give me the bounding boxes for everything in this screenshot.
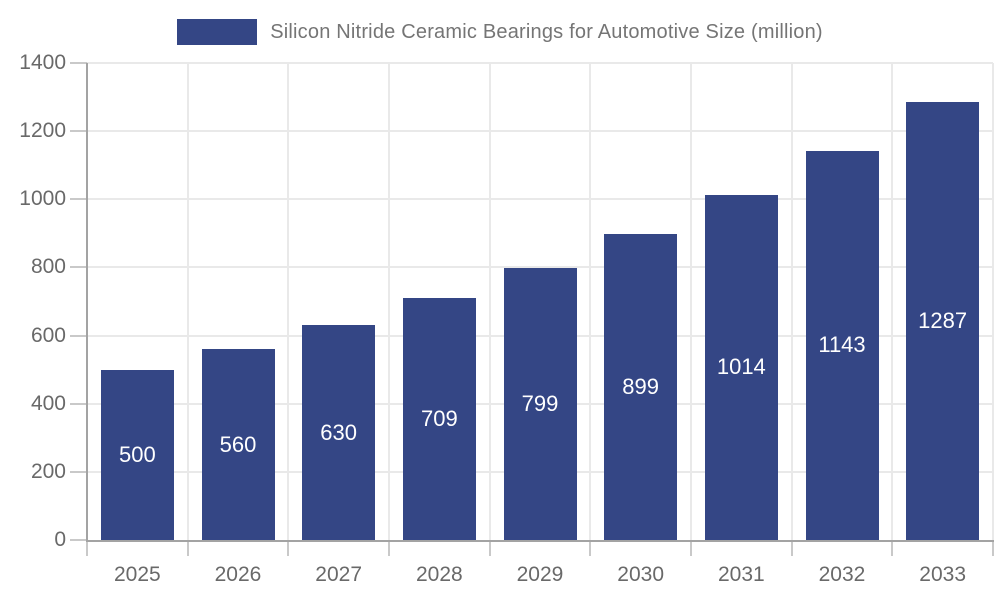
bar-2032[interactable] bbox=[805, 150, 879, 540]
bar-2025[interactable] bbox=[100, 369, 174, 540]
gridline-vertical bbox=[488, 63, 491, 540]
x-axis-tick bbox=[388, 540, 390, 556]
y-axis-tick bbox=[70, 198, 87, 201]
bar-value-label: 899 bbox=[622, 373, 660, 399]
x-axis-tick-label: 2029 bbox=[516, 563, 564, 586]
y-axis-tick-label: 800 bbox=[30, 255, 66, 279]
x-axis-tick-label: 2031 bbox=[717, 563, 765, 586]
bar-2026[interactable] bbox=[201, 349, 275, 540]
gridline-horizontal bbox=[87, 62, 993, 64]
gridline-vertical bbox=[388, 63, 390, 540]
bar-value-label: 709 bbox=[420, 406, 458, 432]
y-axis-tick bbox=[70, 470, 87, 473]
bar-value-label: 630 bbox=[320, 419, 358, 445]
gridline-vertical bbox=[891, 63, 894, 540]
y-axis-line bbox=[86, 63, 88, 540]
x-axis-tick bbox=[287, 540, 290, 556]
bar-value-label: 1287 bbox=[918, 307, 968, 333]
x-axis-tick bbox=[488, 540, 491, 556]
x-axis-tick-label: 2030 bbox=[617, 563, 665, 586]
x-axis-tick-label: 2028 bbox=[415, 563, 463, 586]
bar-2030[interactable] bbox=[604, 233, 678, 540]
x-axis-tick bbox=[86, 540, 88, 556]
x-axis-tick bbox=[790, 540, 793, 556]
x-axis-tick bbox=[992, 540, 994, 556]
legend-swatch-icon bbox=[177, 19, 258, 45]
bar-2027[interactable] bbox=[302, 325, 376, 540]
bar-2029[interactable] bbox=[503, 267, 577, 540]
x-axis-line bbox=[86, 540, 994, 542]
y-axis-tick bbox=[70, 130, 87, 133]
y-axis-tick-label: 1000 bbox=[19, 187, 66, 211]
gridline-vertical bbox=[287, 63, 290, 540]
gridline-vertical bbox=[690, 63, 692, 540]
x-axis-tick-label: 2025 bbox=[113, 563, 161, 586]
bar-value-label: 560 bbox=[219, 431, 257, 457]
gridline-horizontal bbox=[87, 130, 993, 133]
y-axis-tick-label: 1400 bbox=[19, 51, 66, 74]
bar-value-label: 500 bbox=[118, 441, 156, 467]
bar-value-label: 1014 bbox=[716, 354, 766, 380]
y-axis-tick bbox=[70, 334, 87, 337]
x-axis-tick bbox=[690, 540, 692, 556]
gridline-vertical bbox=[790, 63, 793, 540]
y-axis-tick bbox=[70, 62, 87, 64]
x-axis-tick bbox=[186, 540, 189, 556]
x-axis-tick-label: 2032 bbox=[818, 563, 866, 586]
x-axis-tick bbox=[891, 540, 894, 556]
y-axis-tick-label: 600 bbox=[30, 323, 66, 347]
bar-value-label: 1143 bbox=[818, 332, 866, 358]
y-axis-tick bbox=[70, 539, 87, 541]
y-axis-tick-label: 200 bbox=[30, 459, 66, 483]
gridline-horizontal bbox=[87, 266, 993, 269]
y-axis-tick bbox=[70, 266, 87, 269]
chart-legend[interactable]: Silicon Nitride Ceramic Bearings for Aut… bbox=[0, 16, 1000, 48]
gridline-vertical bbox=[589, 63, 592, 540]
legend-label: Silicon Nitride Ceramic Bearings for Aut… bbox=[270, 20, 823, 43]
x-axis-tick-label: 2027 bbox=[315, 563, 363, 586]
y-axis-tick-label: 0 bbox=[54, 528, 66, 551]
x-axis-tick-label: 2033 bbox=[919, 563, 967, 586]
x-axis-tick bbox=[589, 540, 592, 556]
gridline-horizontal bbox=[87, 198, 993, 201]
bar-value-label: 799 bbox=[521, 390, 559, 416]
x-axis-tick-label: 2026 bbox=[214, 563, 262, 586]
y-axis-tick-label: 400 bbox=[30, 391, 66, 415]
bar-2033[interactable] bbox=[906, 101, 980, 540]
bar-2028[interactable] bbox=[402, 298, 476, 540]
bar-2031[interactable] bbox=[704, 194, 778, 540]
y-axis-tick bbox=[70, 402, 87, 405]
gridline-vertical bbox=[186, 63, 189, 540]
y-axis-tick-label: 1200 bbox=[19, 119, 66, 143]
gridline-vertical bbox=[992, 63, 994, 540]
